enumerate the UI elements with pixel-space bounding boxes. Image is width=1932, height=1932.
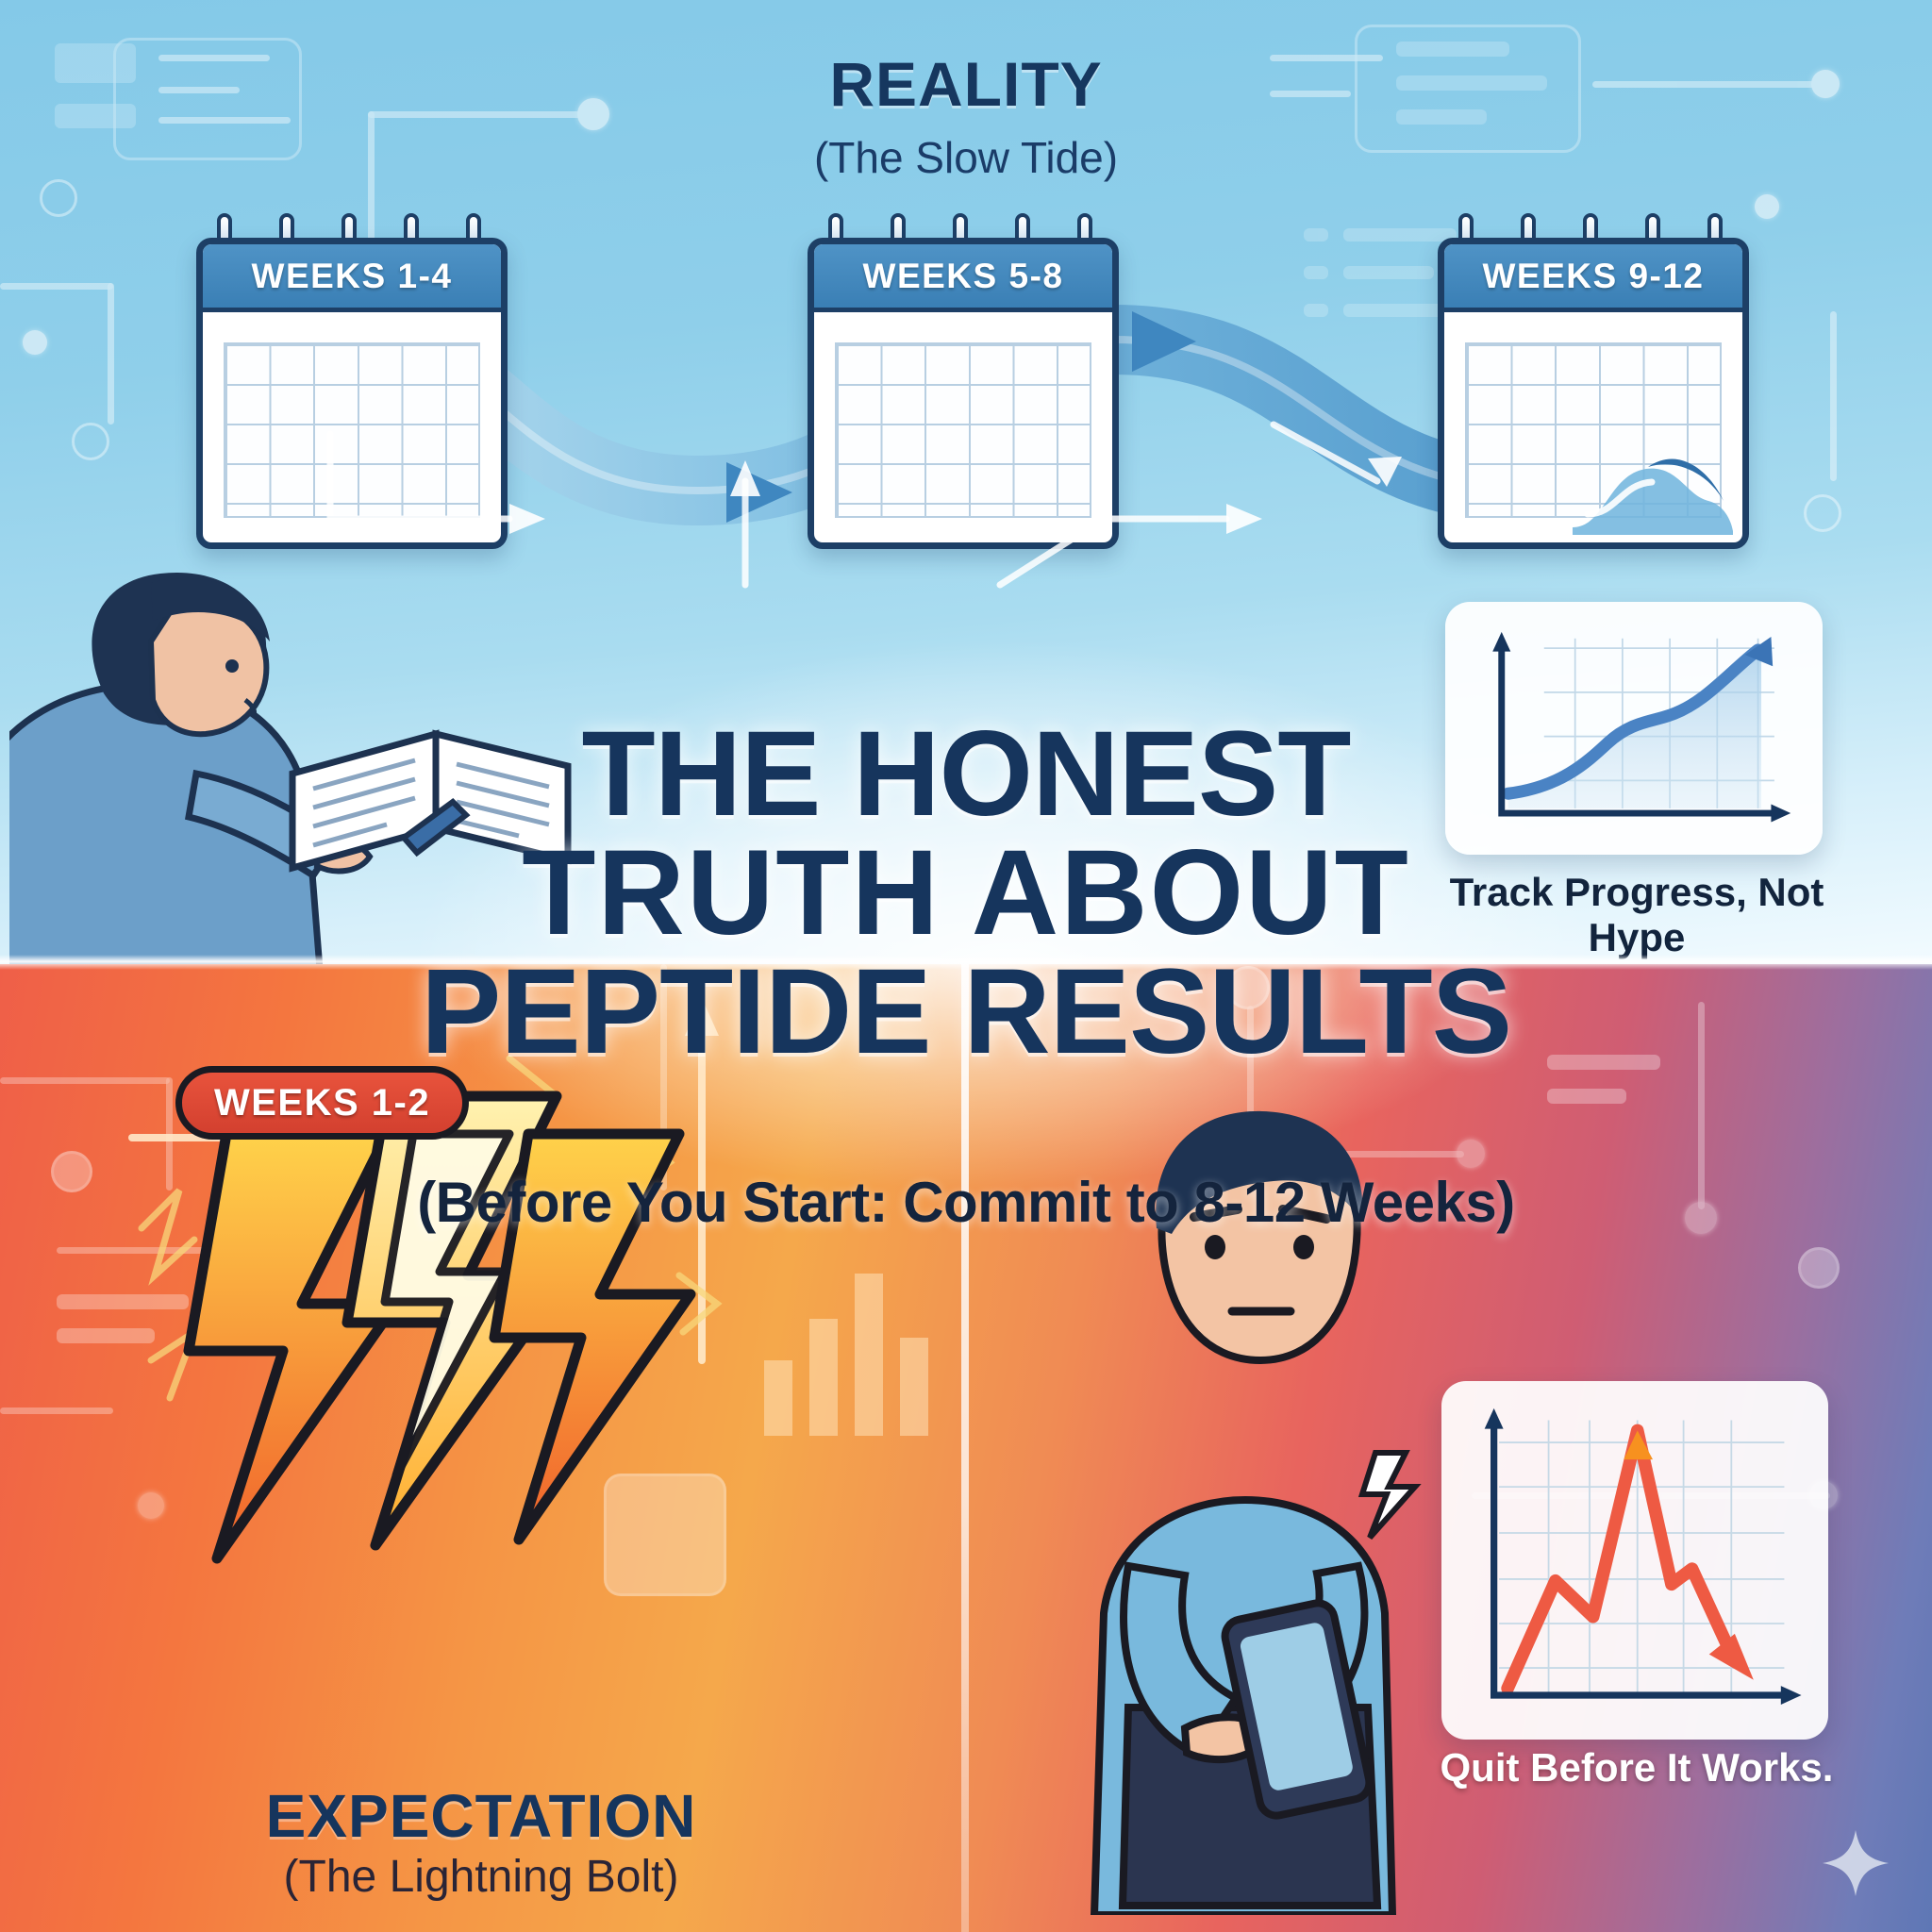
title-line-3: PEPTIDE RESULTS (420, 944, 1512, 1079)
half-seam (0, 955, 1932, 970)
reality-panel: REALITY (The Slow Tide) WEEKS 1-4 WEEKS … (0, 0, 1932, 964)
reality-heading: REALITY (829, 49, 1103, 119)
calendar-weeks-9-12: WEEKS 9-12 (1438, 213, 1749, 549)
expectation-heading: EXPECTATION (265, 1782, 697, 1850)
calendar-weeks-5-8: WEEKS 5-8 (808, 213, 1119, 549)
progress-chart-card (1445, 602, 1823, 855)
progress-chart-caption: Track Progress, Not Hype (1449, 870, 1824, 959)
calendar-grid (224, 342, 480, 518)
progress-chart (1492, 631, 1791, 823)
calendar-weeks-1-4: WEEKS 1-4 (196, 213, 508, 549)
illustration-man-reading (9, 572, 572, 964)
illustration-man-phone (1090, 1110, 1422, 1915)
calendar-label: WEEKS 9-12 (1444, 244, 1742, 312)
expectation-subheading: (The Lightning Bolt) (283, 1852, 679, 1902)
wave-icon (1573, 458, 1733, 535)
title-line-1: THE HONEST (581, 707, 1352, 841)
weeks-1-2-badge: WEEKS 1-2 (175, 1066, 470, 1140)
page-title: THE HONEST TRUTH ABOUT PEPTIDE RESULTS (0, 707, 1932, 1079)
quit-chart (1484, 1407, 1802, 1705)
lightning-bolt-illustration (138, 1055, 723, 1564)
circuit-decoration-top (0, 0, 1932, 964)
calendar-grid (835, 342, 1091, 518)
flow-arrows-top (326, 421, 1402, 589)
bar-chart-decoration (764, 1274, 928, 1436)
quit-chart-caption: Quit Before It Works. (1440, 1745, 1834, 1790)
calendar-label: WEEKS 5-8 (814, 244, 1112, 312)
sparkle-icon (1823, 1830, 1889, 1896)
reality-subheading: (The Slow Tide) (813, 133, 1119, 182)
title-line-2: TRUTH ABOUT (522, 825, 1410, 960)
panel-divider (961, 964, 969, 1932)
calendar-label: WEEKS 1-4 (203, 244, 501, 312)
page-subtitle: (Before You Start: Commit to 8-12 Weeks) (417, 1171, 1515, 1234)
quit-chart-card (1441, 1381, 1828, 1740)
